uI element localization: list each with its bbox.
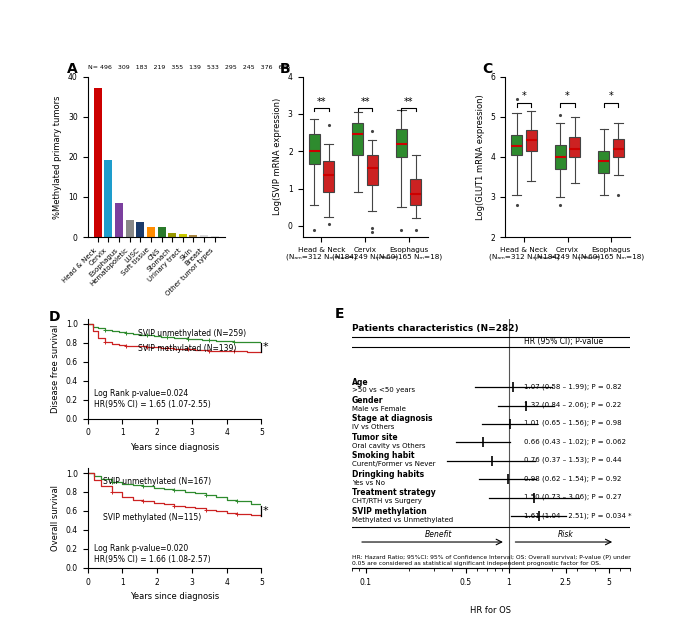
Text: Risk: Risk	[558, 530, 574, 539]
Bar	[147, 228, 155, 237]
Text: Male vs Female: Male vs Female	[352, 406, 406, 412]
Text: N= 496   309   183   219   355   139   533   295   245   376   686: N= 496 309 183 219 355 139 533 295 245 3…	[88, 65, 290, 70]
Bar	[526, 130, 537, 151]
Text: A: A	[67, 62, 78, 76]
Text: HR: Hazard Ratio; 95%CI: 95% of Confidence Interval; OS: Overall survival; P-val: HR: Hazard Ratio; 95%CI: 95% of Confiden…	[352, 555, 631, 566]
Bar	[168, 233, 176, 237]
Text: IV vs Others: IV vs Others	[352, 424, 394, 431]
Bar	[104, 160, 113, 237]
Bar	[511, 135, 522, 155]
Text: **: **	[316, 97, 326, 107]
Y-axis label: Log(SVIP mRNA expression): Log(SVIP mRNA expression)	[273, 98, 282, 216]
Bar	[598, 151, 610, 173]
Text: Log Rank p-value=0.020
HR(95% CI) = 1.66 (1.08-2.57): Log Rank p-value=0.020 HR(95% CI) = 1.66…	[94, 544, 211, 564]
Bar	[158, 227, 166, 237]
Bar	[323, 161, 334, 192]
Bar	[410, 179, 421, 205]
Text: SVIP methylated (N=115): SVIP methylated (N=115)	[103, 513, 202, 522]
Text: Tumor site: Tumor site	[352, 433, 398, 442]
Text: CHT/RTH vs Surgery: CHT/RTH vs Surgery	[352, 498, 421, 504]
Bar	[179, 234, 187, 237]
Bar	[200, 235, 208, 237]
Text: 1.32 (0.84 – 2.06); P = 0.22: 1.32 (0.84 – 2.06); P = 0.22	[524, 401, 622, 408]
Text: *: *	[263, 343, 269, 352]
Text: 1.61 (1.04 – 2.51); P = 0.034 *: 1.61 (1.04 – 2.51); P = 0.034 *	[524, 512, 632, 519]
Text: SVIP methylation: SVIP methylation	[352, 507, 426, 516]
Text: E: E	[335, 306, 344, 320]
Text: *: *	[609, 91, 613, 101]
Text: 0.98 (0.62 – 1.54); P = 0.92: 0.98 (0.62 – 1.54); P = 0.92	[524, 475, 622, 482]
Text: Dringking habits: Dringking habits	[352, 470, 424, 478]
Text: 0.66 (0.43 – 1.02); P = 0.062: 0.66 (0.43 – 1.02); P = 0.062	[524, 438, 626, 445]
X-axis label: Years since diagnosis: Years since diagnosis	[130, 443, 219, 452]
Bar	[554, 145, 566, 169]
X-axis label: HR for OS: HR for OS	[470, 606, 512, 615]
Text: Age: Age	[352, 378, 368, 387]
Bar	[115, 204, 123, 237]
Text: **: **	[404, 97, 414, 107]
Text: SVIP methylated (N=139): SVIP methylated (N=139)	[138, 344, 237, 353]
Bar	[569, 137, 580, 157]
Text: SVIP unmethylated (N=167): SVIP unmethylated (N=167)	[103, 477, 211, 486]
Text: *: *	[263, 506, 269, 516]
Y-axis label: Disease free survival: Disease free survival	[51, 325, 60, 413]
Text: Benefit: Benefit	[424, 530, 452, 539]
Text: D: D	[49, 310, 61, 324]
Text: B: B	[280, 62, 290, 76]
Bar	[136, 222, 144, 237]
Text: Smoking habit: Smoking habit	[352, 451, 414, 460]
Bar	[395, 129, 407, 157]
Text: Oral cavity vs Others: Oral cavity vs Others	[352, 443, 426, 449]
Text: Patients characteristics (N=282): Patients characteristics (N=282)	[352, 323, 519, 332]
Y-axis label: %Methylated primary tumors: %Methylated primary tumors	[53, 95, 62, 219]
X-axis label: Years since diagnosis: Years since diagnosis	[130, 592, 219, 601]
Text: Stage at diagnosis: Stage at diagnosis	[352, 415, 433, 424]
Text: >50 vs <50 years: >50 vs <50 years	[352, 387, 415, 394]
Bar	[309, 135, 320, 165]
Bar	[367, 155, 378, 185]
Text: *: *	[522, 91, 526, 101]
Text: Treatment strategy: Treatment strategy	[352, 488, 435, 497]
Text: Yes vs No: Yes vs No	[352, 480, 385, 486]
Text: 1.01 (0.65 – 1.56); P = 0.98: 1.01 (0.65 – 1.56); P = 0.98	[524, 420, 622, 426]
Bar	[211, 236, 219, 237]
Text: *: *	[565, 91, 570, 101]
Text: 0.76 (0.37 – 1.53); P = 0.44: 0.76 (0.37 – 1.53); P = 0.44	[524, 457, 622, 463]
Text: Gender: Gender	[352, 396, 384, 405]
Bar	[94, 88, 102, 237]
Text: Log Rank p-value=0.024
HR(95% CI) = 1.65 (1.07-2.55): Log Rank p-value=0.024 HR(95% CI) = 1.65…	[94, 389, 211, 408]
Bar	[612, 139, 624, 157]
Y-axis label: Overall survival: Overall survival	[51, 485, 60, 551]
Text: 1.50 (0.73 – 3.06); P = 0.27: 1.50 (0.73 – 3.06); P = 0.27	[524, 494, 622, 500]
Text: **: **	[360, 97, 370, 107]
Text: 1.07 (0.58 – 1.99); P = 0.82: 1.07 (0.58 – 1.99); P = 0.82	[524, 383, 622, 390]
Text: SVIP unmethylated (N=259): SVIP unmethylated (N=259)	[138, 329, 246, 338]
Bar	[190, 235, 197, 237]
Text: C: C	[482, 62, 493, 76]
Bar	[352, 123, 363, 155]
Y-axis label: Log(GLUT1 mRNA expression): Log(GLUT1 mRNA expression)	[476, 94, 485, 219]
Text: HR (95% CI); P-value: HR (95% CI); P-value	[524, 337, 603, 346]
Text: Curent/Former vs Never: Curent/Former vs Never	[352, 461, 435, 467]
Bar	[126, 220, 134, 237]
Text: Methylated vs Unmethylated: Methylated vs Unmethylated	[352, 517, 453, 523]
